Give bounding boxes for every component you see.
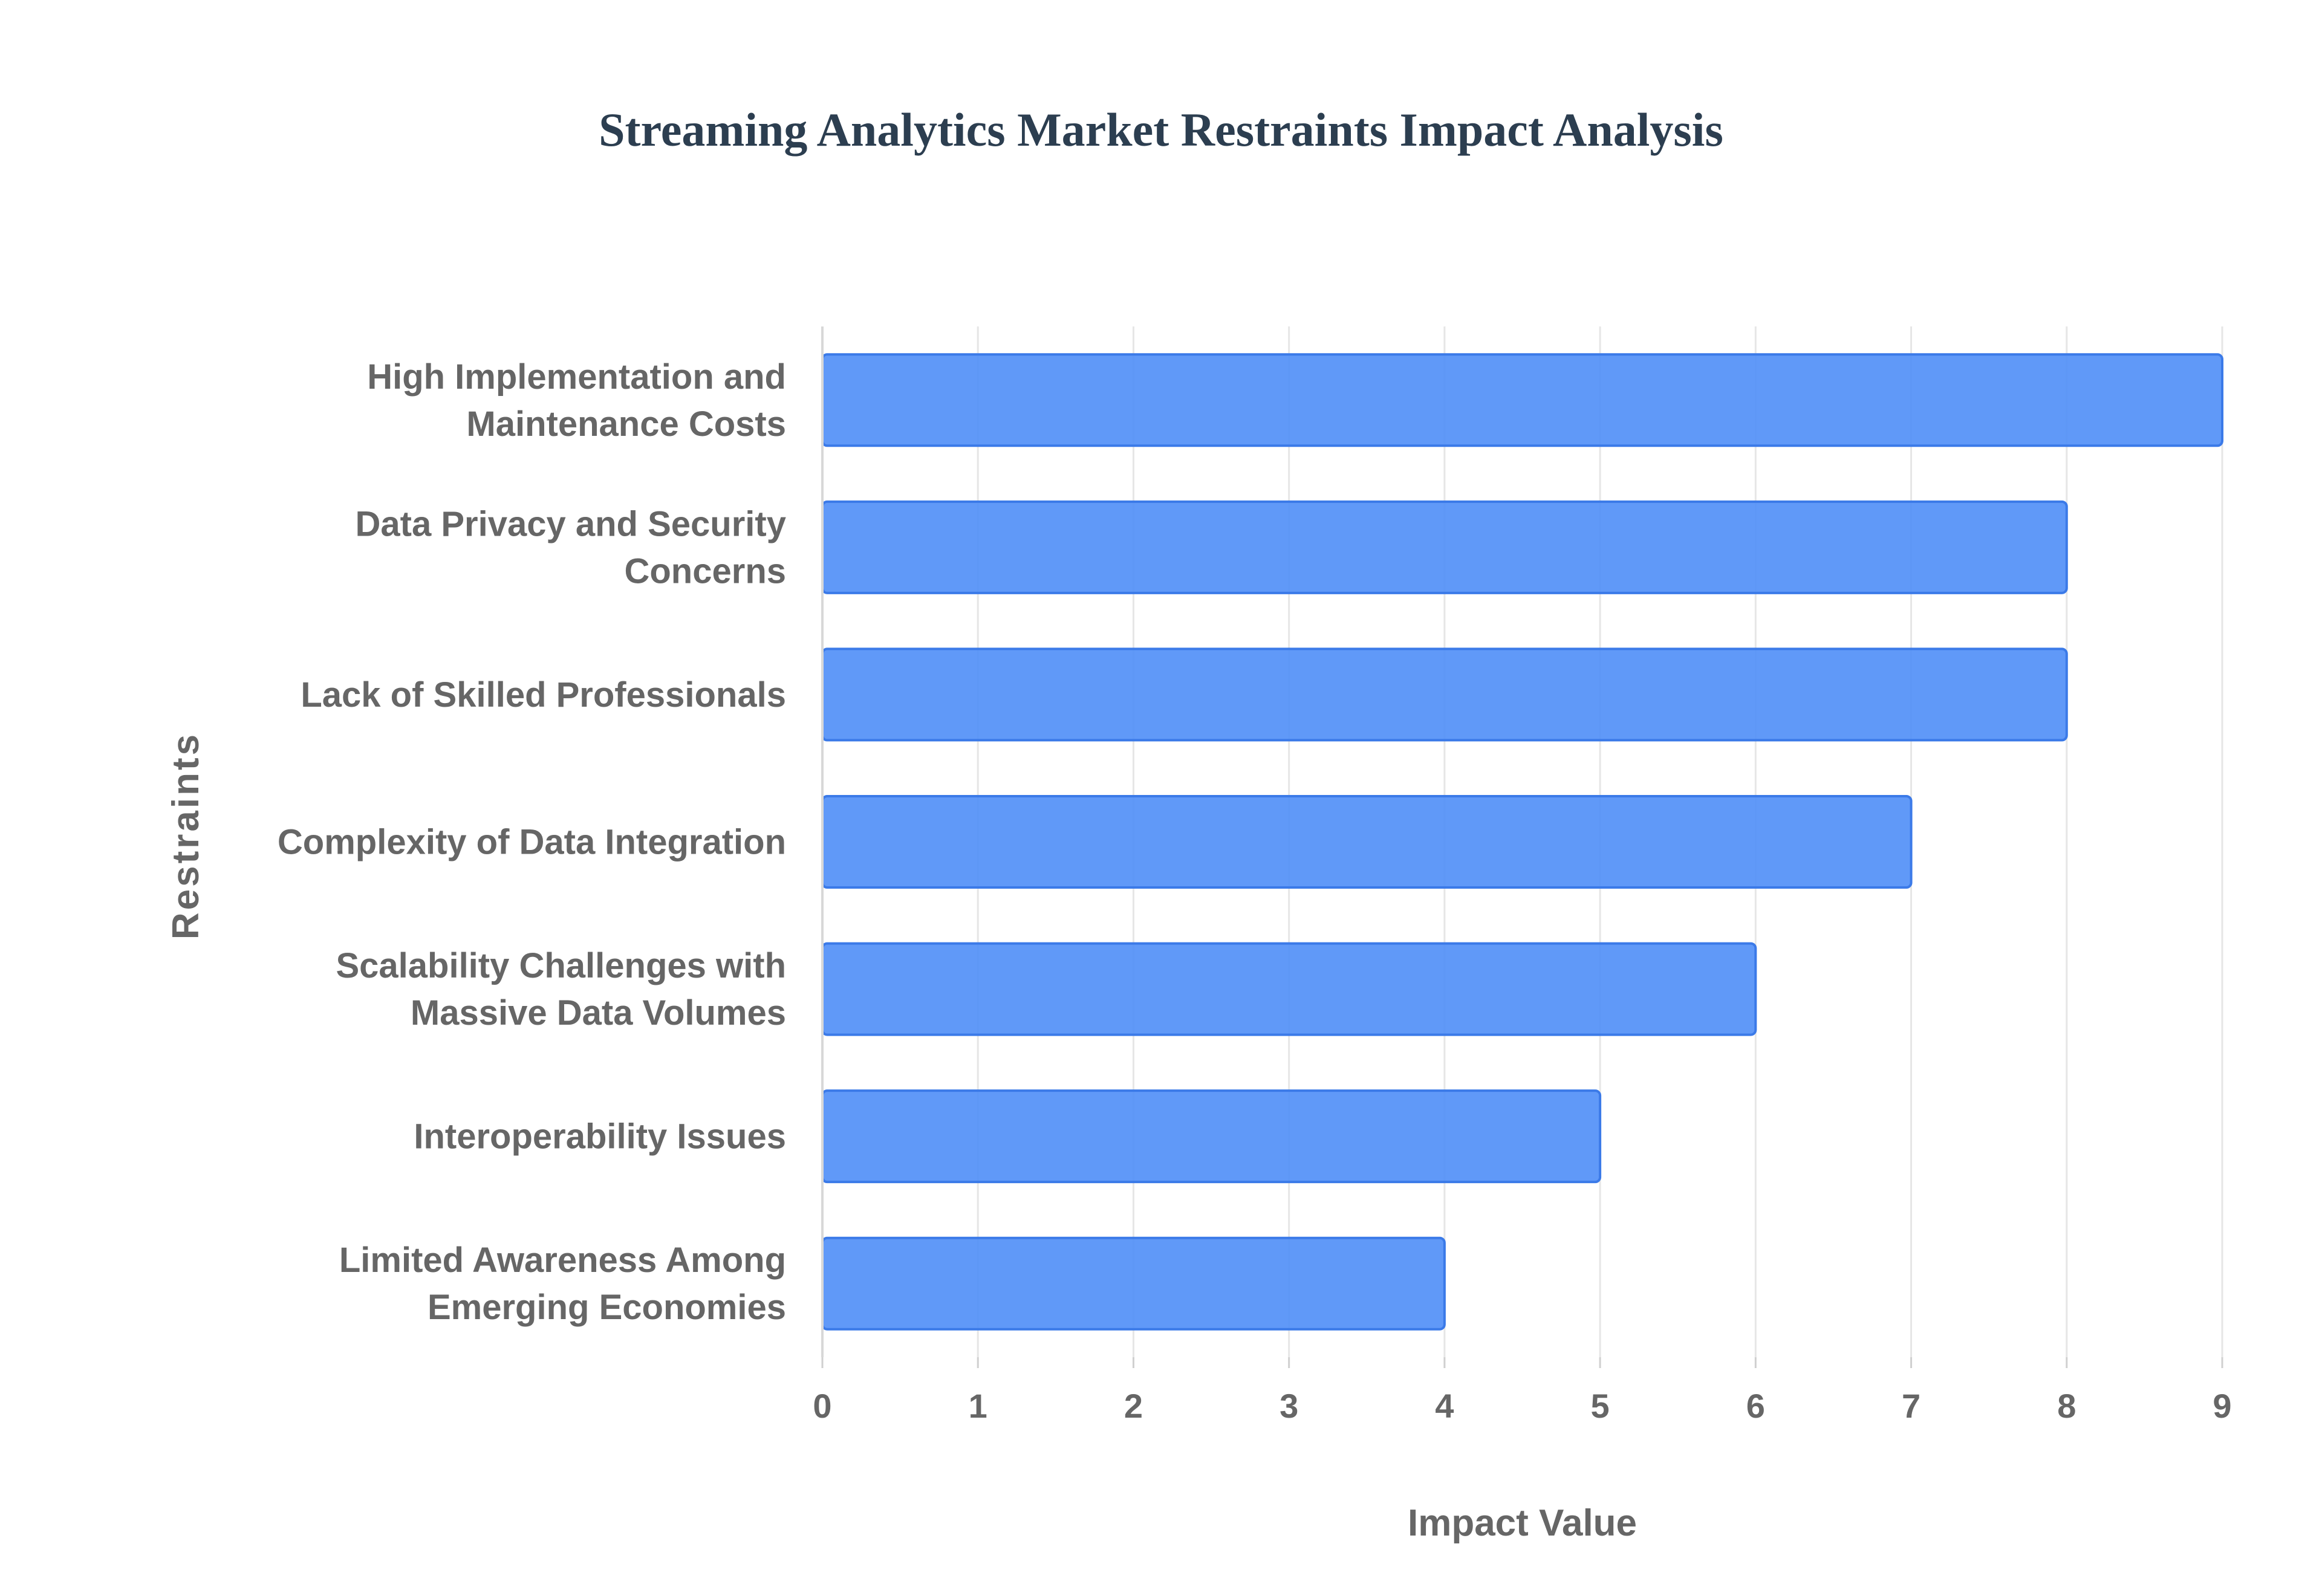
x-tick-label: 5 (1591, 1387, 1610, 1425)
x-tick-label: 0 (813, 1387, 831, 1425)
bar[interactable] (821, 647, 2068, 742)
y-tick-label-line: High Implementation and (367, 357, 786, 397)
x-tick-label: 9 (2213, 1387, 2231, 1425)
x-tick-label: 7 (1902, 1387, 1920, 1425)
y-tick-label-line: Emerging Economies (428, 1288, 786, 1327)
y-tick-label-line: Concerns (624, 551, 786, 591)
y-tick-label: Limited Awareness Among Emerging Economie… (339, 1241, 786, 1327)
bar[interactable] (821, 794, 1913, 889)
x-tick-label: 4 (1435, 1387, 1454, 1425)
y-tick-label-line: Data Privacy and Security (356, 504, 786, 543)
y-tick-labels: High Implementation and Maintenance Costs… (278, 357, 786, 1327)
chart-title: Streaming Analytics Market Restraints Im… (599, 103, 1723, 156)
y-tick-label-line: Limited Awareness Among (339, 1241, 786, 1280)
y-tick-label-line: Scalability Challenges with (336, 946, 786, 985)
x-tick-label: 3 (1280, 1387, 1298, 1425)
y-tick-label-line: Interoperability Issues (414, 1117, 786, 1156)
bar[interactable] (821, 942, 1757, 1036)
y-tick-label: Interoperability Issues (414, 1117, 786, 1156)
y-tick-label: Scalability Challenges with Massive Data … (336, 946, 786, 1033)
y-tick-label: Complexity of Data Integration (278, 823, 786, 862)
y-axis-title: Restraints (165, 732, 207, 939)
y-tick-label: Data Privacy and Security Concerns (356, 504, 786, 591)
y-tick-label-line: Maintenance Costs (466, 404, 786, 444)
y-tick-label: High Implementation and Maintenance Costs (367, 357, 786, 444)
bar[interactable] (821, 353, 2223, 447)
x-tick-label: 6 (1746, 1387, 1765, 1425)
bars (821, 353, 2223, 1331)
y-tick-label-line: Complexity of Data Integration (278, 823, 786, 862)
x-tick-label: 8 (2057, 1387, 2076, 1425)
x-axis-title: Impact Value (1408, 1502, 1637, 1544)
x-tick-label: 2 (1124, 1387, 1143, 1425)
y-tick-label-line: Massive Data Volumes (411, 993, 786, 1033)
x-tick-labels: 0 1 2 3 4 5 6 7 8 9 (813, 1387, 2231, 1425)
y-tick-label-line: Lack of Skilled Professionals (301, 675, 786, 715)
y-tick-label: Lack of Skilled Professionals (301, 675, 786, 715)
bar[interactable] (821, 1089, 1602, 1184)
bar[interactable] (821, 1236, 1446, 1331)
x-tick-label: 1 (969, 1387, 987, 1425)
bar[interactable] (821, 500, 2068, 594)
